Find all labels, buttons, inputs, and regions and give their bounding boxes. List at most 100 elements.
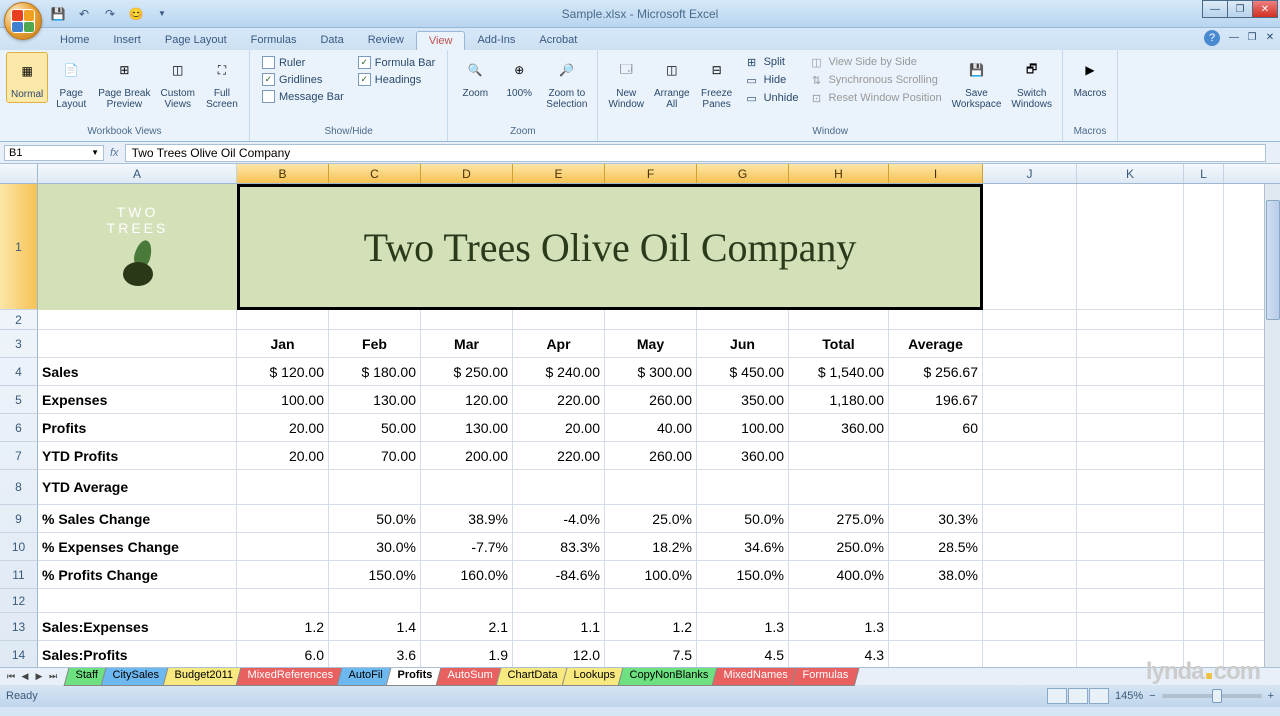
- cell-K5[interactable]: [1077, 386, 1184, 413]
- message-bar-checkbox[interactable]: Message Bar: [262, 90, 344, 103]
- row-header-9[interactable]: 9: [0, 505, 38, 533]
- sheet-next-button[interactable]: ▶: [32, 671, 46, 682]
- cell-F12[interactable]: [605, 589, 697, 612]
- zoom-slider[interactable]: [1162, 694, 1262, 698]
- tab-review[interactable]: Review: [356, 31, 416, 50]
- cell-B6[interactable]: 20.00: [237, 414, 329, 441]
- cell-A8[interactable]: YTD Average: [38, 470, 237, 504]
- sheet-tab-mixednames[interactable]: MixedNames: [712, 668, 799, 686]
- sheet-tab-autofil[interactable]: AutoFil: [337, 668, 394, 686]
- cell-D6[interactable]: 130.00: [421, 414, 513, 441]
- cell-A2[interactable]: [38, 310, 237, 329]
- cell-B5[interactable]: 100.00: [237, 386, 329, 413]
- row-header-14[interactable]: 14: [0, 641, 38, 667]
- cell-A7[interactable]: YTD Profits: [38, 442, 237, 469]
- cell-E8[interactable]: [513, 470, 605, 504]
- cell-B4[interactable]: $ 120.00: [237, 358, 329, 385]
- zoom-button[interactable]: 🔍Zoom: [454, 52, 496, 101]
- cell-L7[interactable]: [1184, 442, 1224, 469]
- cell-G13[interactable]: 1.3: [697, 613, 789, 640]
- cell-B11[interactable]: [237, 561, 329, 588]
- cell-F2[interactable]: [605, 310, 697, 329]
- cell-K10[interactable]: [1077, 533, 1184, 560]
- cell-J5[interactable]: [983, 386, 1077, 413]
- cell-L6[interactable]: [1184, 414, 1224, 441]
- cell-G14[interactable]: 4.5: [697, 641, 789, 667]
- sheet-tab-profits[interactable]: Profits: [386, 668, 444, 686]
- zoom-selection-button[interactable]: 🔎Zoom to Selection: [542, 52, 591, 112]
- normal-view-button[interactable]: ▦Normal: [6, 52, 48, 103]
- col-header-C[interactable]: C: [329, 164, 421, 183]
- cell-E2[interactable]: [513, 310, 605, 329]
- cell-B9[interactable]: [237, 505, 329, 532]
- cell-J10[interactable]: [983, 533, 1077, 560]
- cell-D8[interactable]: [421, 470, 513, 504]
- cell-K9[interactable]: [1077, 505, 1184, 532]
- cell-A12[interactable]: [38, 589, 237, 612]
- cell-I9[interactable]: 30.3%: [889, 505, 983, 532]
- cell-D10[interactable]: -7.7%: [421, 533, 513, 560]
- cell-H2[interactable]: [789, 310, 889, 329]
- normal-view-shortcut[interactable]: [1047, 688, 1067, 704]
- zoom-in-button[interactable]: +: [1268, 690, 1274, 702]
- cell-E13[interactable]: 1.1: [513, 613, 605, 640]
- cell-L8[interactable]: [1184, 470, 1224, 504]
- cell-H11[interactable]: 400.0%: [789, 561, 889, 588]
- cell-G12[interactable]: [697, 589, 789, 612]
- tab-view[interactable]: View: [416, 31, 466, 50]
- col-header-D[interactable]: D: [421, 164, 513, 183]
- headings-checkbox[interactable]: ✓Headings: [358, 73, 436, 86]
- cell-C10[interactable]: 30.0%: [329, 533, 421, 560]
- cell-D5[interactable]: 120.00: [421, 386, 513, 413]
- row-header-3[interactable]: 3: [0, 330, 38, 358]
- office-button[interactable]: [4, 2, 42, 40]
- split-button[interactable]: ⊞Split: [744, 54, 799, 70]
- cell-C4[interactable]: $ 180.00: [329, 358, 421, 385]
- cell-I14[interactable]: [889, 641, 983, 667]
- cell-D4[interactable]: $ 250.00: [421, 358, 513, 385]
- cell-J7[interactable]: [983, 442, 1077, 469]
- cell-C12[interactable]: [329, 589, 421, 612]
- cell-G3[interactable]: Jun: [697, 330, 789, 357]
- cell-C2[interactable]: [329, 310, 421, 329]
- col-header-B[interactable]: B: [237, 164, 329, 183]
- cell-E4[interactable]: $ 240.00: [513, 358, 605, 385]
- cell-G2[interactable]: [697, 310, 789, 329]
- cell-H6[interactable]: 360.00: [789, 414, 889, 441]
- cell-J11[interactable]: [983, 561, 1077, 588]
- cell-J13[interactable]: [983, 613, 1077, 640]
- cell-J6[interactable]: [983, 414, 1077, 441]
- col-header-F[interactable]: F: [605, 164, 697, 183]
- cell-L12[interactable]: [1184, 589, 1224, 612]
- cell-D11[interactable]: 160.0%: [421, 561, 513, 588]
- cell-E12[interactable]: [513, 589, 605, 612]
- cell-C13[interactable]: 1.4: [329, 613, 421, 640]
- tab-insert[interactable]: Insert: [101, 31, 153, 50]
- sheet-tab-citysales[interactable]: CitySales: [101, 668, 170, 686]
- cell-A9[interactable]: % Sales Change: [38, 505, 237, 532]
- cell-A5[interactable]: Expenses: [38, 386, 237, 413]
- cell-B13[interactable]: 1.2: [237, 613, 329, 640]
- cell-D9[interactable]: 38.9%: [421, 505, 513, 532]
- unhide-button[interactable]: ▭Unhide: [744, 90, 799, 106]
- cell-K1[interactable]: [1077, 184, 1184, 309]
- cell-F8[interactable]: [605, 470, 697, 504]
- cell-F6[interactable]: 40.00: [605, 414, 697, 441]
- cell-A6[interactable]: Profits: [38, 414, 237, 441]
- cell-K13[interactable]: [1077, 613, 1184, 640]
- cell-G5[interactable]: 350.00: [697, 386, 789, 413]
- cell-J2[interactable]: [983, 310, 1077, 329]
- cell-C6[interactable]: 50.00: [329, 414, 421, 441]
- tab-acrobat[interactable]: Acrobat: [527, 31, 589, 50]
- formula-bar-checkbox[interactable]: ✓Formula Bar: [358, 56, 436, 69]
- cell-A13[interactable]: Sales:Expenses: [38, 613, 237, 640]
- tab-data[interactable]: Data: [308, 31, 355, 50]
- col-header-E[interactable]: E: [513, 164, 605, 183]
- cell-C5[interactable]: 130.00: [329, 386, 421, 413]
- cell-B12[interactable]: [237, 589, 329, 612]
- cell-C14[interactable]: 3.6: [329, 641, 421, 667]
- row-header-5[interactable]: 5: [0, 386, 38, 414]
- freeze-panes-button[interactable]: ⊟Freeze Panes: [696, 52, 738, 112]
- page-layout-shortcut[interactable]: [1068, 688, 1088, 704]
- cell-D14[interactable]: 1.9: [421, 641, 513, 667]
